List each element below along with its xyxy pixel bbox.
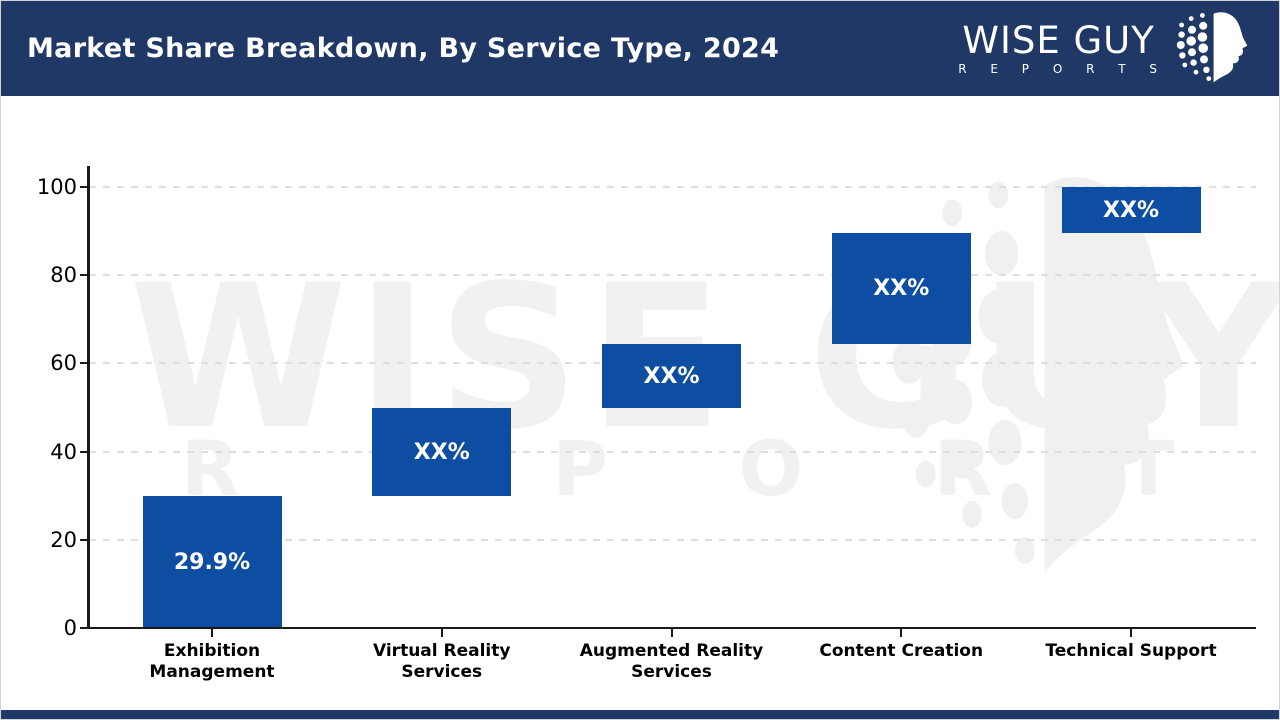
gridline-20: [89, 538, 1256, 541]
gridline-100: [89, 186, 1256, 189]
x-tick-mark-2: [440, 629, 443, 637]
x-tick-mark-4: [900, 629, 903, 637]
y-tick-label-100: 100: [36, 175, 77, 200]
bar-value-label-4: XX%: [873, 276, 930, 301]
brand-head-icon: [1176, 11, 1248, 83]
gridline-80: [89, 274, 1256, 277]
bar-segment-1: 29.9%: [142, 496, 282, 628]
y-tick-label-20: 20: [50, 527, 77, 552]
y-tick-mark-40: [80, 450, 88, 453]
brand-name: WISE GUY: [962, 18, 1155, 62]
x-tick-mark-1: [211, 629, 213, 637]
x-tick-mark-3: [670, 629, 673, 637]
x-category-label-4: Content Creation: [819, 641, 984, 661]
y-axis-line: [87, 166, 90, 629]
page-title: Market Share Breakdown, By Service Type,…: [27, 33, 780, 64]
brand-logo: WISE GUY R E P O R T S: [950, 9, 1253, 89]
x-category-label-5: Technical Support: [1045, 641, 1217, 661]
bar-value-label-1: 29.9%: [173, 549, 251, 575]
x-category-label-1: Exhibition Management: [149, 641, 275, 683]
bar-segment-4: XX%: [831, 232, 971, 345]
header-bar: Market Share Breakdown, By Service Type,…: [1, 1, 1279, 96]
bar-segment-3: XX%: [602, 344, 741, 408]
y-tick-mark-100: [80, 186, 88, 189]
x-tick-mark-5: [1130, 629, 1132, 637]
bar-value-label-5: XX%: [1103, 197, 1159, 223]
y-tick-label-40: 40: [50, 439, 77, 464]
footer-bar: [1, 710, 1279, 719]
y-tick-mark-80: [80, 274, 88, 277]
x-axis-line: [87, 626, 1256, 629]
bar-segment-5: XX%: [1061, 187, 1201, 233]
y-tick-mark-20: [80, 538, 88, 541]
y-tick-label-80: 80: [50, 263, 77, 288]
bar-value-label-3: XX%: [643, 363, 700, 389]
bar-value-label-2: XX%: [413, 439, 470, 465]
bar-segment-2: XX%: [372, 407, 512, 497]
y-tick-label-0: 0: [63, 616, 77, 640]
y-tick-mark-0: [80, 627, 88, 629]
gridline-40: [89, 450, 1256, 453]
x-category-label-2: Virtual Reality Services: [373, 641, 511, 683]
x-category-label-3: Augmented Reality Services: [579, 641, 764, 683]
brand-subtitle: R E P O R T S: [958, 61, 1167, 76]
brand-logo-text: WISE GUY R E P O R T S: [950, 22, 1167, 76]
y-tick-mark-60: [80, 362, 88, 365]
y-tick-label-60: 60: [50, 351, 77, 376]
